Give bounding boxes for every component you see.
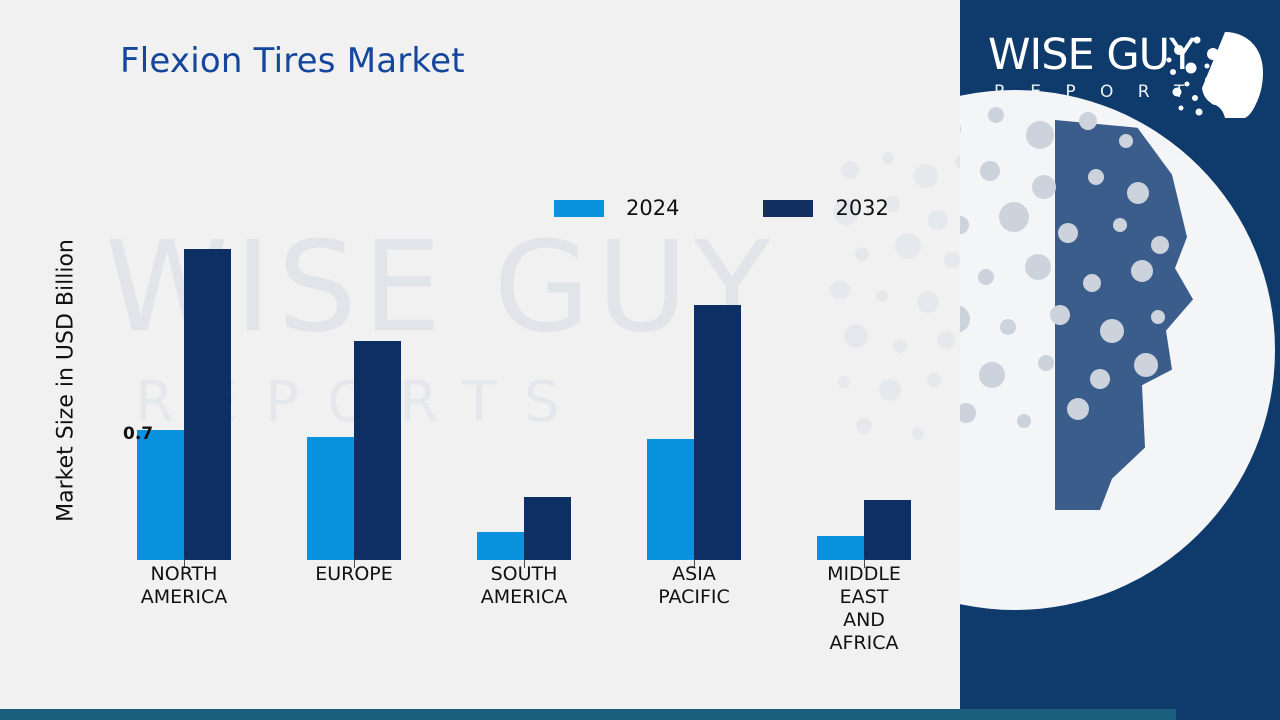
x-axis-category-label: EUROPE <box>315 563 393 585</box>
bar-2032 <box>524 497 571 560</box>
bar-2032 <box>864 500 911 560</box>
bar-2024 <box>137 430 184 560</box>
x-axis-tick <box>694 559 695 568</box>
bar-2032 <box>184 249 231 560</box>
legend-item-2024: 2024 <box>554 196 679 220</box>
x-axis-category-label: SOUTH AMERICA <box>480 563 568 608</box>
legend-swatch-2032 <box>763 199 814 217</box>
x-axis-tick <box>524 559 525 568</box>
footer-strip <box>0 709 1176 720</box>
brand-logo: WISE GUY R E P O R T S <box>988 30 1268 120</box>
logo-wordmark: WISE GUY <box>988 30 1195 80</box>
page-title: Flexion Tires Market <box>120 41 465 81</box>
legend-label-2024: 2024 <box>626 196 680 220</box>
x-axis-tick <box>864 559 865 568</box>
x-axis-category-label: ASIA PACIFIC <box>658 563 730 608</box>
x-axis-tick <box>354 559 355 568</box>
bar-value-label: 0.7 <box>123 424 154 444</box>
bar-2024 <box>817 536 864 560</box>
legend-label-2032: 2032 <box>835 196 889 220</box>
bar-2032 <box>354 341 401 560</box>
plot-area: NORTH AMERICA EUROPE SOUTH AMERICA ASIA PACIFI… <box>123 249 911 654</box>
x-axis-category-label: NORTH AMERICA <box>140 563 228 608</box>
x-axis-category-label: MIDDLE EAST AND AFRICA <box>827 563 901 654</box>
logo-subtext: R E P O R T S <box>994 82 1230 102</box>
bar-2024 <box>307 437 354 560</box>
bar-2024 <box>477 532 524 560</box>
brand-panel <box>960 0 1280 720</box>
chart-legend: 2024 2032 <box>554 196 889 220</box>
x-axis-tick <box>184 559 185 568</box>
legend-swatch-2024 <box>554 199 604 217</box>
bar-2032 <box>694 305 741 560</box>
bar-2024 <box>647 439 694 560</box>
legend-item-2032: 2032 <box>763 196 889 220</box>
